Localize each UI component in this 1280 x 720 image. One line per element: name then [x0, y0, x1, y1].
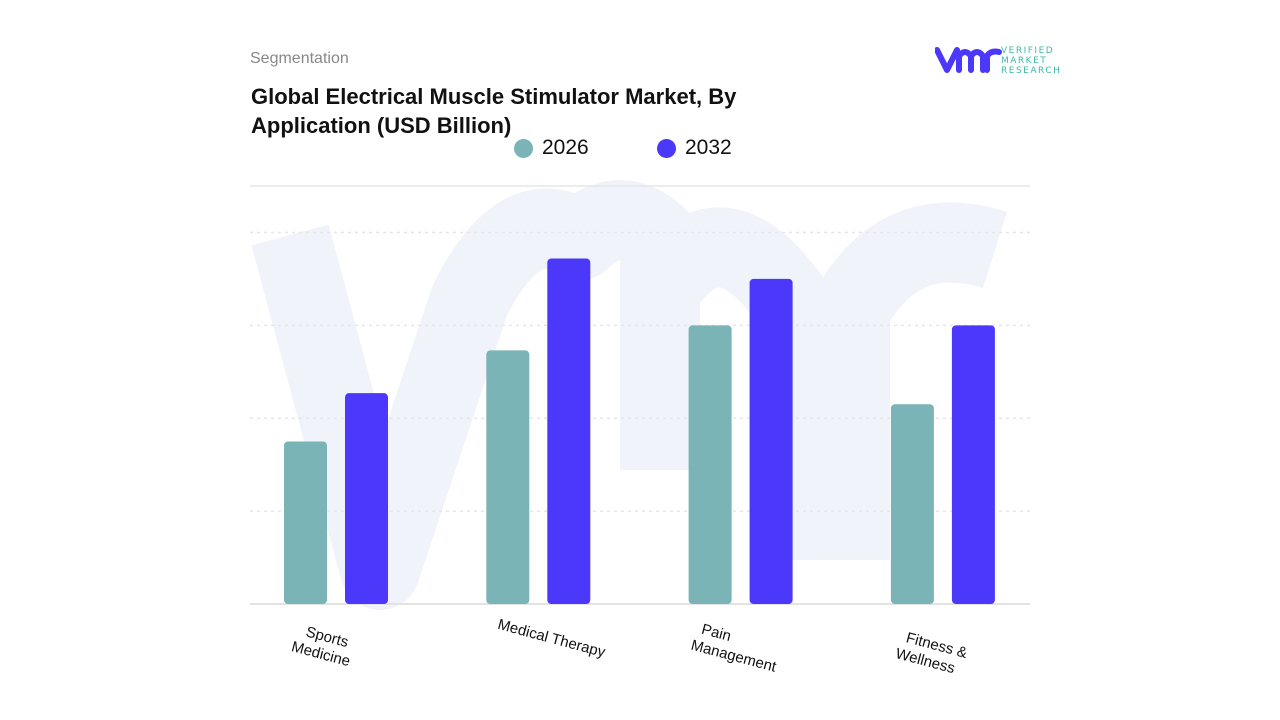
watermark — [251, 180, 1008, 610]
svg-text:RESEARCH: RESEARCH — [1001, 66, 1061, 76]
svg-text:VERIFIED: VERIFIED — [1001, 46, 1054, 56]
chart-title: Global Electrical Muscle Stimulator Mark… — [251, 84, 737, 138]
bar-2026-medical-therapy — [486, 350, 530, 604]
bar-2032-medical-therapy — [547, 258, 591, 604]
bar-2026-pain-management — [688, 325, 732, 604]
bar-2026-fitness-wellness — [890, 404, 934, 604]
legend-swatch-2032 — [657, 138, 676, 158]
svg-text:MARKET: MARKET — [1001, 56, 1047, 66]
bar-2032-fitness-wellness — [951, 325, 995, 604]
legend-swatch-2026 — [514, 138, 533, 158]
legend-item-2026: 2026 — [514, 136, 589, 160]
legend-label: 2032 — [685, 136, 732, 159]
bar-2026-sports-medicine — [284, 441, 327, 604]
vmr-logo: VERIFIED MARKET RESEARCH — [935, 46, 1061, 76]
bar-2032-pain-management — [749, 278, 793, 604]
legend-label: 2026 — [542, 136, 589, 159]
bar-2032-sports-medicine — [345, 393, 388, 604]
segment-label: Segmentation — [250, 50, 349, 67]
legend-item-2032: 2032 — [657, 136, 732, 160]
